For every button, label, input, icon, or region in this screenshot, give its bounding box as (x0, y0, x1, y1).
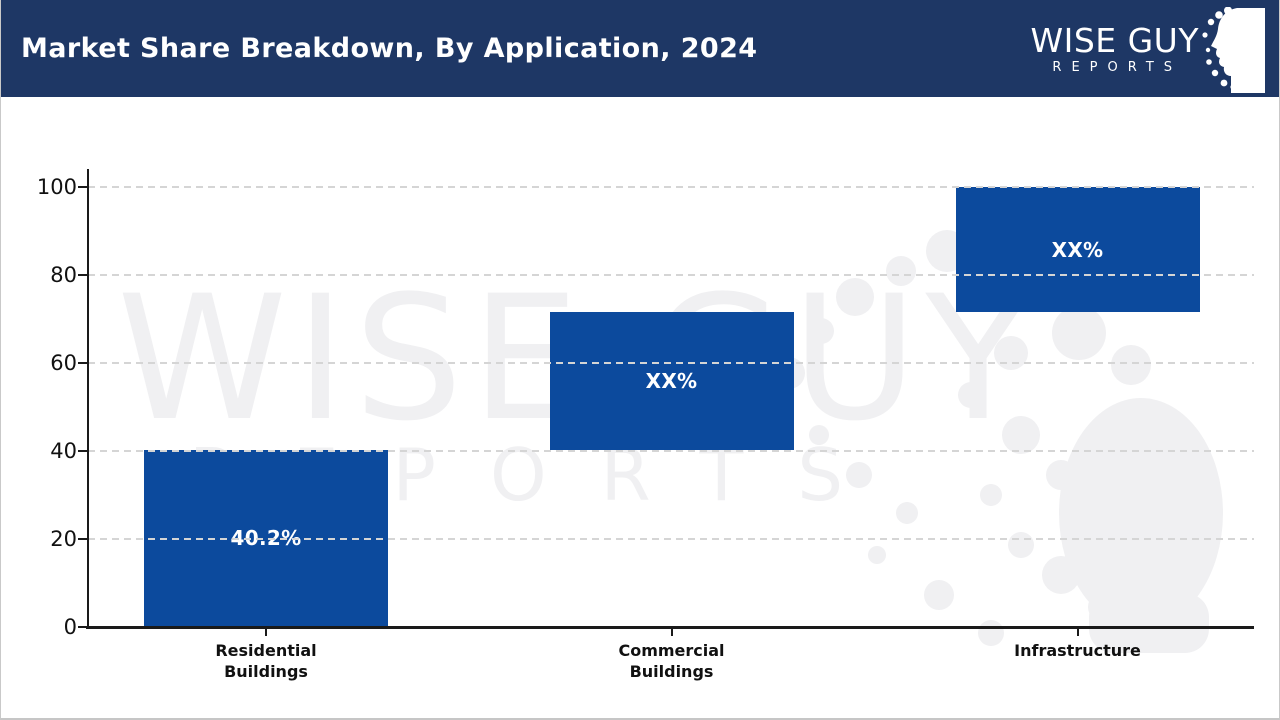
gridline-20 (88, 537, 1254, 540)
y-tick-60 (78, 362, 88, 364)
y-tick-0 (78, 625, 88, 628)
y-tick-label-40: 40 (50, 438, 77, 463)
x-category-label-2: Commercial Buildings (562, 640, 782, 682)
x-category-label-line: Residential (215, 641, 317, 660)
x-tick-2 (670, 628, 673, 636)
gridline-60 (88, 362, 1254, 364)
bar-value-label: XX% (1051, 237, 1104, 262)
y-tick-100 (78, 186, 88, 189)
x-category-label-3: Infrastructure (968, 640, 1188, 661)
y-tick-label-100: 100 (36, 175, 77, 200)
y-axis-line (87, 169, 89, 628)
brand-logo-text: WISE GUY REPORTS (1030, 24, 1199, 75)
bar-value-label: XX% (645, 369, 698, 394)
logo-face-icon (1202, 6, 1265, 93)
x-tick-1 (265, 628, 267, 636)
y-tick-80 (78, 274, 88, 277)
y-tick-40 (78, 449, 88, 452)
page-title: Market Share Breakdown, By Application, … (21, 33, 758, 64)
header-bar: Market Share Breakdown, By Application, … (1, 0, 1279, 97)
bar-segment-3: XX% (955, 187, 1200, 313)
y-tick-label-80: 80 (50, 263, 77, 288)
x-tick-3 (1076, 628, 1079, 636)
logo-wordmark: WISE GUY (1030, 21, 1199, 60)
x-category-label-line: Infrastructure (1014, 641, 1141, 660)
bar-chart: 40.2% XX% XX% 0 20 40 60 80 100 Residential Buildi… (1, 97, 1279, 718)
watermark-face-graphic (773, 218, 1223, 653)
logo-subtitle: REPORTS (1052, 60, 1183, 75)
x-category-label-line: Buildings (629, 662, 714, 681)
x-category-label-line: Buildings (224, 662, 308, 681)
y-tick-label-0: 0 (63, 614, 77, 639)
y-tick-label-60: 60 (50, 351, 77, 375)
x-category-label-1: Residential Buildings (156, 640, 376, 682)
y-tick-label-20: 20 (50, 526, 77, 551)
x-axis-line (86, 626, 1254, 629)
y-tick-20 (78, 537, 88, 540)
gridline-40 (88, 449, 1254, 452)
gridline-100 (88, 186, 1254, 189)
chart-canvas: WISE GUY REPORTS (1, 97, 1279, 718)
brand-logo: WISE GUY REPORTS (1030, 6, 1265, 93)
x-category-label-line: Commercial (618, 641, 725, 660)
bar-segment-2: XX% (549, 312, 794, 450)
gridline-80 (88, 274, 1254, 277)
